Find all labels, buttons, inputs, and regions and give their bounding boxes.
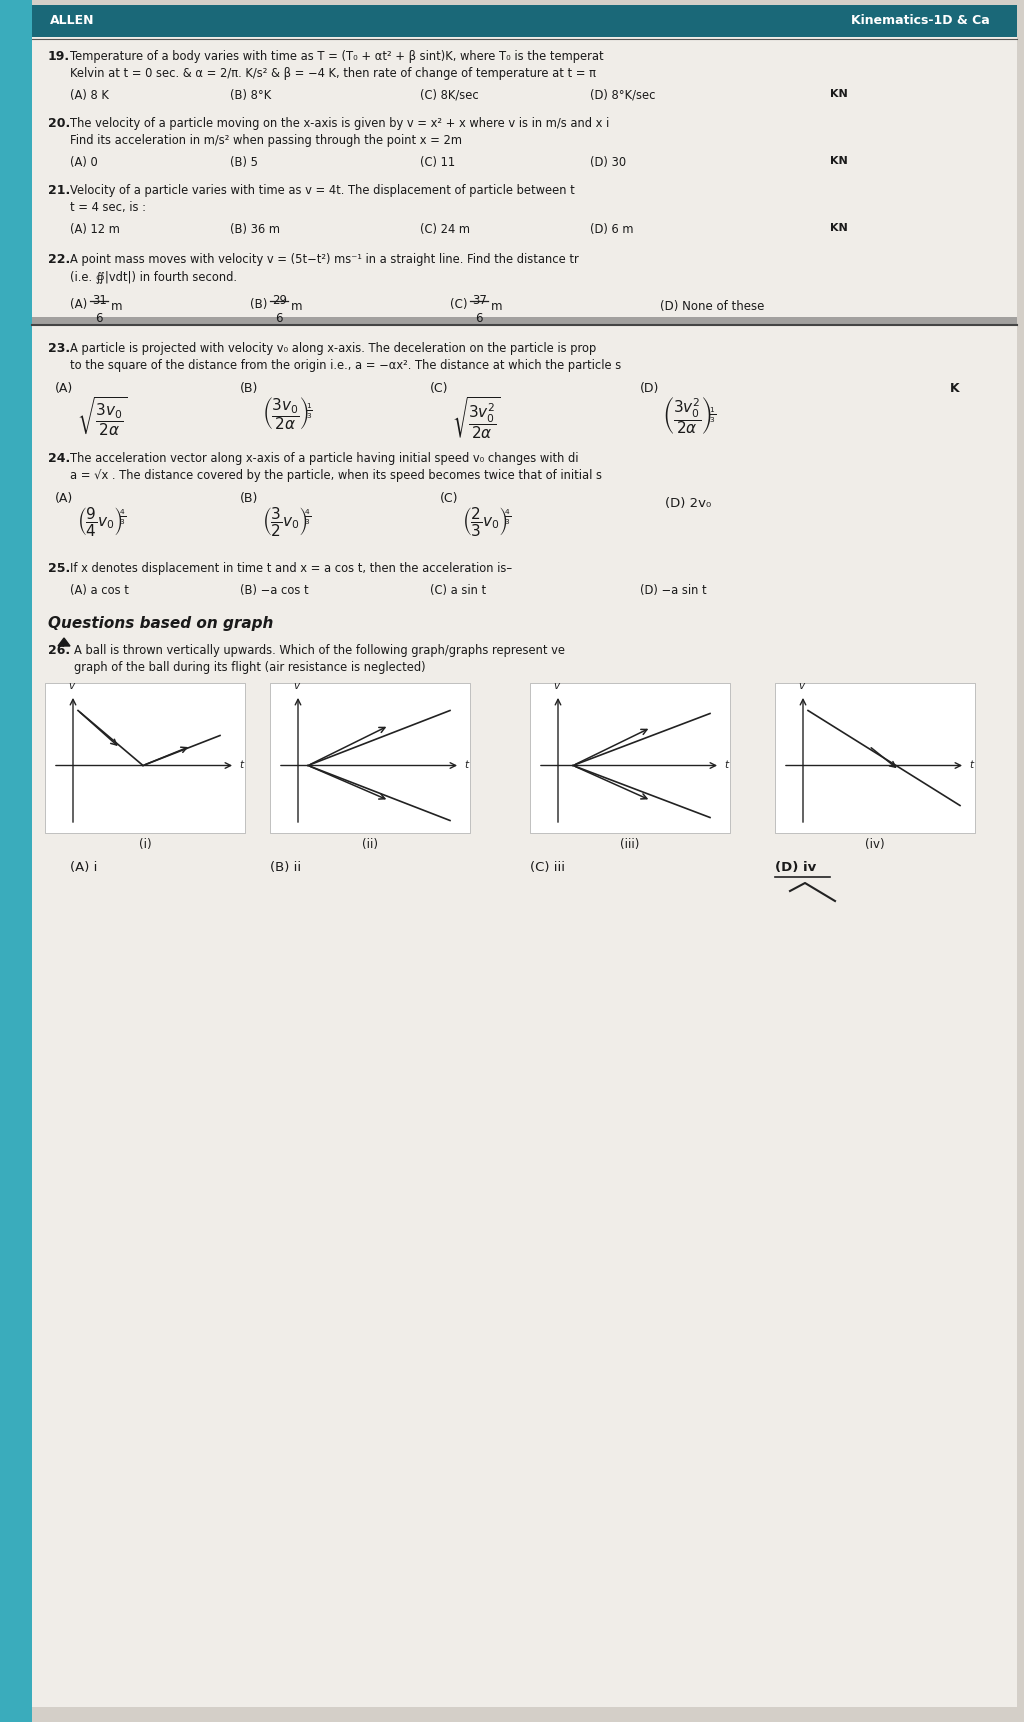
Text: (D) 8°K/sec: (D) 8°K/sec (590, 90, 655, 102)
Text: KN: KN (830, 90, 848, 98)
Text: (C): (C) (430, 382, 449, 394)
Text: a = √x . The distance covered by the particle, when its speed becomes twice that: a = √x . The distance covered by the par… (70, 468, 602, 482)
Text: Find its acceleration in m/s² when passing through the point x = 2m: Find its acceleration in m/s² when passi… (70, 134, 462, 146)
Bar (0, 0, 32, 1722)
Bar (32, 317, 1017, 325)
Text: If x denotes displacement in time t and x = a cos t, then the acceleration is–: If x denotes displacement in time t and … (70, 561, 512, 575)
Text: 23.: 23. (48, 343, 70, 355)
Text: (iv): (iv) (865, 839, 885, 851)
Text: $\sqrt{\dfrac{3v_0}{2\alpha}}$: $\sqrt{\dfrac{3v_0}{2\alpha}}$ (77, 394, 127, 437)
Text: v: v (798, 680, 804, 691)
Text: 31: 31 (92, 294, 106, 307)
Text: (C): (C) (440, 492, 459, 505)
Text: t: t (969, 761, 973, 770)
Bar (270, 684, 470, 833)
Text: (C) 24 m: (C) 24 m (420, 224, 470, 236)
Text: 37: 37 (472, 294, 486, 307)
Polygon shape (58, 637, 70, 646)
Bar (775, 684, 975, 833)
Text: 22.: 22. (48, 253, 71, 265)
Text: (A) 0: (A) 0 (70, 157, 97, 169)
Text: v: v (68, 680, 74, 691)
Text: t: t (239, 761, 243, 770)
Text: (D) −a sin t: (D) −a sin t (640, 584, 707, 598)
Text: (A): (A) (55, 382, 74, 394)
Text: (D) 2v₀: (D) 2v₀ (665, 498, 712, 510)
Text: to the square of the distance from the origin i.e., a = −αx². The distance at wh: to the square of the distance from the o… (70, 358, 622, 372)
Text: KN: KN (830, 157, 848, 165)
Text: (D) 30: (D) 30 (590, 157, 626, 169)
Text: 6: 6 (475, 312, 482, 325)
Text: v: v (293, 680, 299, 691)
Text: (D) None of these: (D) None of these (660, 300, 764, 313)
Text: (A) a cos t: (A) a cos t (70, 584, 129, 598)
Text: (B): (B) (250, 298, 267, 312)
Text: (C): (C) (450, 298, 468, 312)
Text: (A) 12 m: (A) 12 m (70, 224, 120, 236)
Text: (B) 8°K: (B) 8°K (230, 90, 271, 102)
Text: $\sqrt{\dfrac{3v_0^2}{2\alpha}}$: $\sqrt{\dfrac{3v_0^2}{2\alpha}}$ (452, 394, 501, 441)
Text: (A): (A) (70, 298, 87, 312)
Text: t: t (724, 761, 728, 770)
Text: The acceleration vector along x-axis of a particle having initial speed v₀ chang: The acceleration vector along x-axis of … (70, 451, 579, 465)
Text: The velocity of a particle moving on the x-axis is given by v = x² + x where v i: The velocity of a particle moving on the… (70, 117, 609, 129)
Text: $\left(\dfrac{9}{4}v_0\right)^{\!\!\frac{4}{3}}$: $\left(\dfrac{9}{4}v_0\right)^{\!\!\frac… (77, 505, 126, 537)
Text: m: m (291, 300, 302, 313)
Text: Questions based on graph: Questions based on graph (48, 616, 273, 630)
Text: (C) 8K/sec: (C) 8K/sec (420, 90, 479, 102)
Text: (D): (D) (640, 382, 659, 394)
Bar (530, 684, 730, 833)
Text: Temperature of a body varies with time as T = (T₀ + αt² + β sint)K, where T₀ is : Temperature of a body varies with time a… (70, 50, 603, 64)
Text: (D) 6 m: (D) 6 m (590, 224, 634, 236)
Text: A ball is thrown vertically upwards. Which of the following graph/graphs represe: A ball is thrown vertically upwards. Whi… (74, 644, 565, 658)
Text: 24.: 24. (48, 451, 71, 465)
Text: (iii): (iii) (621, 839, 640, 851)
Text: (A) 8 K: (A) 8 K (70, 90, 109, 102)
Text: m: m (111, 300, 123, 313)
Text: (i.e. ∯|vdt|) in fourth second.: (i.e. ∯|vdt|) in fourth second. (70, 270, 237, 282)
Text: (i): (i) (138, 839, 152, 851)
Text: graph of the ball during its flight (air resistance is neglected): graph of the ball during its flight (air… (74, 661, 426, 673)
Text: 6: 6 (95, 312, 102, 325)
Text: 6: 6 (275, 312, 283, 325)
Text: (B) −a cos t: (B) −a cos t (240, 584, 308, 598)
Text: t: t (464, 761, 468, 770)
Text: A point mass moves with velocity v = (5t−t²) ms⁻¹ in a straight line. Find the d: A point mass moves with velocity v = (5t… (70, 253, 579, 265)
Text: $\left(\dfrac{3v_0}{2\alpha}\right)^{\!\!\frac{1}{3}}$: $\left(\dfrac{3v_0}{2\alpha}\right)^{\!\… (262, 394, 312, 432)
Text: $\left(\dfrac{3v_0^2}{2\alpha}\right)^{\!\!\frac{1}{3}}$: $\left(\dfrac{3v_0^2}{2\alpha}\right)^{\… (662, 394, 717, 436)
Bar (32, 5, 1017, 36)
Text: v: v (553, 680, 559, 691)
Text: (A): (A) (55, 492, 74, 505)
Text: (C) a sin t: (C) a sin t (430, 584, 486, 598)
Text: 20.: 20. (48, 117, 71, 129)
Text: $\left(\dfrac{3}{2}v_0\right)^{\!\!\frac{4}{3}}$: $\left(\dfrac{3}{2}v_0\right)^{\!\!\frac… (262, 505, 311, 537)
Text: KN: KN (830, 224, 848, 232)
Text: (B) 5: (B) 5 (230, 157, 258, 169)
Text: 29: 29 (272, 294, 287, 307)
Bar (45, 684, 245, 833)
Text: Kinematics-1D & Ca: Kinematics-1D & Ca (851, 14, 990, 28)
Text: Velocity of a particle varies with time as v = 4t. The displacement of particle : Velocity of a particle varies with time … (70, 184, 574, 196)
Text: 26.: 26. (48, 644, 70, 658)
Text: (ii): (ii) (362, 839, 378, 851)
Text: m: m (490, 300, 503, 313)
Text: (B): (B) (240, 492, 258, 505)
Text: (C) 11: (C) 11 (420, 157, 455, 169)
Text: 19.: 19. (48, 50, 70, 64)
Text: (B) ii: (B) ii (270, 861, 301, 875)
Text: $\left(\dfrac{2}{3}v_0\right)^{\!\!\frac{4}{3}}$: $\left(\dfrac{2}{3}v_0\right)^{\!\!\frac… (462, 505, 511, 537)
Text: (C) iii: (C) iii (530, 861, 565, 875)
Text: 21.: 21. (48, 184, 71, 196)
Text: Kelvin at t = 0 sec. & α = 2/π. K/s² & β = −4 K, then rate of change of temperat: Kelvin at t = 0 sec. & α = 2/π. K/s² & β… (70, 67, 596, 79)
Text: t = 4 sec, is :: t = 4 sec, is : (70, 201, 146, 214)
Text: (A) i: (A) i (70, 861, 97, 875)
Text: ALLEN: ALLEN (50, 14, 94, 28)
Text: (B) 36 m: (B) 36 m (230, 224, 280, 236)
Text: A particle is projected with velocity v₀ along x-axis. The deceleration on the p: A particle is projected with velocity v₀… (70, 343, 596, 355)
Text: (D) iv: (D) iv (775, 861, 816, 875)
Text: 25.: 25. (48, 561, 71, 575)
Text: K: K (950, 382, 959, 394)
Text: (B): (B) (240, 382, 258, 394)
